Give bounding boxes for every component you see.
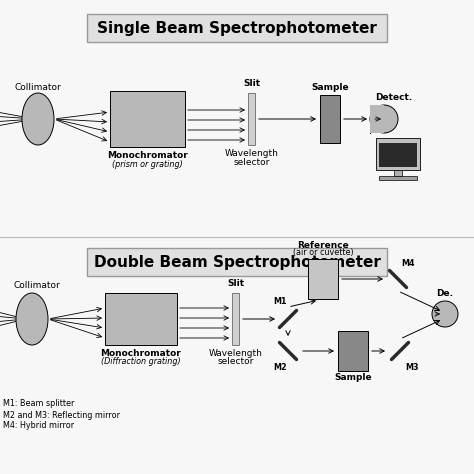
Bar bbox=[308, 259, 338, 299]
Text: Collimator: Collimator bbox=[14, 281, 60, 290]
Bar bbox=[248, 93, 255, 145]
Text: M1: Beam splitter: M1: Beam splitter bbox=[3, 400, 74, 409]
Bar bbox=[0, 237, 474, 474]
Text: M4: M4 bbox=[401, 258, 415, 267]
Text: Double Beam Spectrophotometer: Double Beam Spectrophotometer bbox=[93, 255, 381, 270]
Text: (air or cuvette): (air or cuvette) bbox=[292, 248, 353, 257]
FancyBboxPatch shape bbox=[87, 14, 387, 42]
Text: M1: M1 bbox=[273, 297, 287, 306]
Bar bbox=[232, 293, 239, 345]
Bar bbox=[370, 105, 384, 133]
Text: M2: M2 bbox=[273, 363, 287, 372]
Text: M3: M3 bbox=[405, 363, 419, 372]
FancyBboxPatch shape bbox=[87, 248, 387, 276]
Text: Wavelength: Wavelength bbox=[225, 148, 278, 157]
Text: Sample: Sample bbox=[334, 373, 372, 382]
Bar bbox=[105, 293, 177, 345]
Text: Slit: Slit bbox=[243, 79, 260, 88]
Ellipse shape bbox=[432, 301, 458, 327]
Bar bbox=[338, 331, 368, 371]
Text: M2 and M3: Reflecting mirror: M2 and M3: Reflecting mirror bbox=[3, 410, 120, 419]
Bar bbox=[379, 176, 417, 180]
Bar bbox=[320, 95, 340, 143]
Ellipse shape bbox=[16, 293, 48, 345]
Bar bbox=[0, 0, 474, 237]
Text: (Diffraction grating): (Diffraction grating) bbox=[101, 357, 181, 366]
Bar bbox=[379, 143, 417, 167]
Text: Reference: Reference bbox=[297, 240, 349, 249]
Text: Collimator: Collimator bbox=[15, 82, 61, 91]
Bar bbox=[376, 138, 420, 170]
Text: Slit: Slit bbox=[227, 279, 244, 288]
Text: Monochromator: Monochromator bbox=[100, 348, 182, 357]
Bar bbox=[394, 170, 402, 176]
Text: Single Beam Spectrophotometer: Single Beam Spectrophotometer bbox=[97, 20, 377, 36]
Text: (prism or grating): (prism or grating) bbox=[112, 159, 183, 168]
Ellipse shape bbox=[22, 93, 54, 145]
Text: selector: selector bbox=[233, 157, 270, 166]
Ellipse shape bbox=[370, 105, 398, 133]
Text: Wavelength: Wavelength bbox=[209, 348, 263, 357]
Text: Sample: Sample bbox=[311, 82, 349, 91]
Text: Detect.: Detect. bbox=[375, 92, 413, 101]
Text: Monochromator: Monochromator bbox=[107, 151, 188, 159]
Text: selector: selector bbox=[217, 357, 254, 366]
Text: De.: De. bbox=[437, 290, 454, 299]
Text: M4: Hybrid mirror: M4: Hybrid mirror bbox=[3, 421, 74, 430]
Bar bbox=[110, 91, 185, 147]
